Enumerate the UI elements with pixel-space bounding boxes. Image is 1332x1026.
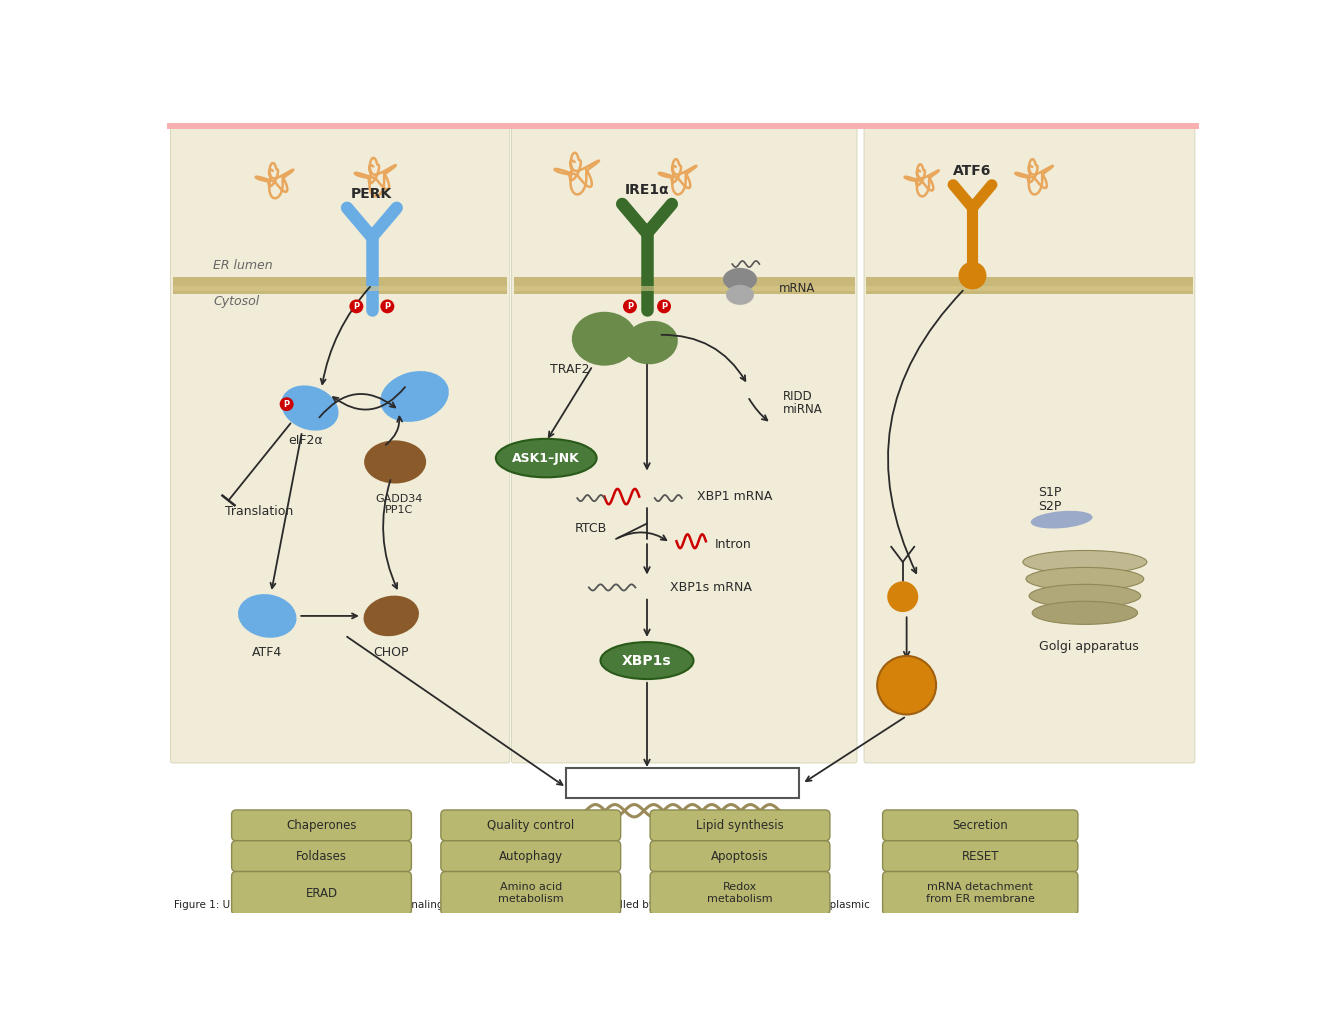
- Ellipse shape: [364, 596, 420, 636]
- Text: ER lumen: ER lumen: [213, 260, 273, 272]
- Text: RESET: RESET: [962, 850, 999, 863]
- Ellipse shape: [601, 642, 694, 679]
- Circle shape: [959, 262, 987, 289]
- Ellipse shape: [364, 440, 426, 483]
- Ellipse shape: [1023, 551, 1147, 574]
- Text: PERK: PERK: [352, 187, 393, 201]
- Circle shape: [381, 300, 394, 313]
- Bar: [514, 277, 855, 294]
- Circle shape: [623, 300, 637, 313]
- FancyBboxPatch shape: [441, 871, 621, 915]
- Bar: [173, 286, 507, 290]
- FancyBboxPatch shape: [864, 127, 1195, 763]
- Text: IRE1α: IRE1α: [625, 183, 669, 197]
- Ellipse shape: [1030, 585, 1140, 607]
- Bar: [514, 286, 855, 290]
- Text: Figure 1: Unfolded protein response (UPR) signaling pathways (67). The UPR is co: Figure 1: Unfolded protein response (UPR…: [174, 900, 870, 910]
- Text: TRAF2: TRAF2: [550, 363, 589, 376]
- Text: ATF6f: ATF6f: [887, 679, 927, 692]
- Text: ATF4: ATF4: [252, 646, 282, 660]
- Ellipse shape: [281, 386, 338, 431]
- Text: ERAD: ERAD: [305, 886, 337, 900]
- Ellipse shape: [380, 371, 449, 422]
- Text: Quality control: Quality control: [488, 819, 574, 832]
- Ellipse shape: [238, 594, 297, 638]
- Text: eIF2α: eIF2α: [289, 434, 324, 447]
- Text: miRNA: miRNA: [783, 403, 822, 417]
- FancyBboxPatch shape: [232, 840, 412, 871]
- Text: PP1C: PP1C: [385, 505, 413, 515]
- Text: P: P: [627, 302, 633, 311]
- Ellipse shape: [571, 312, 637, 365]
- Ellipse shape: [1031, 511, 1092, 528]
- Text: ASK1–JNK: ASK1–JNK: [513, 451, 581, 465]
- Bar: [566, 768, 799, 797]
- Ellipse shape: [1032, 601, 1138, 625]
- Circle shape: [887, 582, 918, 613]
- Text: mRNA detachment
from ER membrane: mRNA detachment from ER membrane: [926, 882, 1035, 904]
- Ellipse shape: [496, 439, 597, 477]
- Bar: [866, 286, 1192, 290]
- Text: GADD34: GADD34: [376, 494, 422, 504]
- Text: Secretion: Secretion: [952, 819, 1008, 832]
- Text: Lipid synthesis: Lipid synthesis: [697, 819, 783, 832]
- FancyBboxPatch shape: [883, 810, 1078, 840]
- FancyBboxPatch shape: [883, 871, 1078, 915]
- Ellipse shape: [726, 285, 754, 305]
- FancyBboxPatch shape: [650, 810, 830, 840]
- Ellipse shape: [723, 268, 757, 291]
- FancyBboxPatch shape: [650, 840, 830, 871]
- Text: XBP1 mRNA: XBP1 mRNA: [698, 490, 773, 503]
- Text: Amino acid
metabolism: Amino acid metabolism: [498, 882, 563, 904]
- Text: Foldases: Foldases: [296, 850, 348, 863]
- Text: Cytosol: Cytosol: [213, 295, 260, 308]
- FancyBboxPatch shape: [441, 840, 621, 871]
- Text: XBP1s mRNA: XBP1s mRNA: [670, 581, 753, 594]
- FancyBboxPatch shape: [650, 871, 830, 915]
- Text: P: P: [353, 302, 360, 311]
- Text: P: P: [661, 302, 667, 311]
- Text: S2P: S2P: [1039, 500, 1062, 513]
- FancyBboxPatch shape: [441, 810, 621, 840]
- Text: RTCB: RTCB: [575, 522, 607, 536]
- Text: UPR target genes: UPR target genes: [622, 777, 743, 791]
- Circle shape: [280, 397, 293, 411]
- Text: CHOP: CHOP: [373, 646, 409, 660]
- Text: P: P: [284, 400, 289, 408]
- Circle shape: [878, 656, 936, 714]
- Ellipse shape: [1026, 567, 1144, 591]
- Circle shape: [349, 300, 364, 313]
- Text: P: P: [385, 302, 390, 311]
- Text: S1P: S1P: [1039, 486, 1062, 500]
- FancyBboxPatch shape: [232, 871, 412, 915]
- Text: Translation: Translation: [225, 506, 293, 518]
- Bar: [173, 277, 507, 294]
- Text: ATF6: ATF6: [954, 164, 992, 177]
- FancyBboxPatch shape: [232, 810, 412, 840]
- Circle shape: [657, 300, 671, 313]
- Text: mRNA: mRNA: [779, 282, 815, 295]
- Text: Autophagy: Autophagy: [498, 850, 563, 863]
- Text: Intron: Intron: [715, 538, 753, 551]
- Text: RIDD: RIDD: [783, 390, 813, 403]
- Bar: [866, 277, 1192, 294]
- Bar: [166, 123, 1199, 129]
- FancyBboxPatch shape: [511, 127, 856, 763]
- FancyBboxPatch shape: [170, 127, 510, 763]
- FancyBboxPatch shape: [883, 840, 1078, 871]
- Text: XBP1s: XBP1s: [622, 654, 671, 668]
- Text: Redox
metabolism: Redox metabolism: [707, 882, 773, 904]
- Text: Chaperones: Chaperones: [286, 819, 357, 832]
- Text: Apoptosis: Apoptosis: [711, 850, 769, 863]
- Ellipse shape: [623, 321, 678, 364]
- Text: Golgi apparatus: Golgi apparatus: [1039, 640, 1139, 654]
